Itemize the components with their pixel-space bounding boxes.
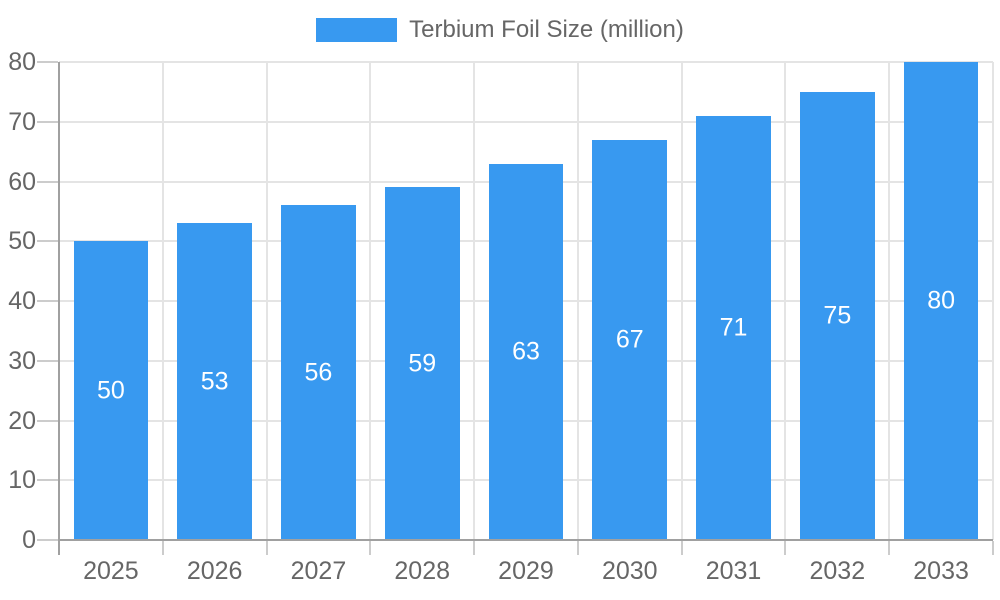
y-axis-label-80: 80 <box>8 48 36 76</box>
y-axis-tick-60 <box>37 180 58 183</box>
legend-label: Terbium Foil Size (million) <box>409 16 684 43</box>
x-axis-label-2027: 2027 <box>290 557 347 585</box>
x-axis-label-2028: 2028 <box>394 557 451 585</box>
y-axis-tick-20 <box>37 419 58 422</box>
x-axis-label-2032: 2032 <box>809 557 866 585</box>
x-axis-label-2026: 2026 <box>186 557 243 585</box>
bar-value-label-2032: 75 <box>823 301 852 330</box>
x-axis-tick-6 <box>680 541 683 555</box>
x-axis-line <box>59 539 993 541</box>
y-axis-label-0: 0 <box>22 526 36 554</box>
x-axis-label-2030: 2030 <box>601 557 658 585</box>
x-axis-tick-5 <box>576 541 579 555</box>
bar-value-label-2029: 63 <box>512 337 540 366</box>
bar-2033[interactable]: 80 <box>903 62 979 540</box>
y-axis-tick-10 <box>37 479 58 482</box>
bar-value-label-2026: 53 <box>200 367 229 396</box>
gridline-x-boundary-3 <box>369 62 372 540</box>
legend-item[interactable]: Terbium Foil Size (million) <box>0 17 1000 43</box>
y-axis-tick-70 <box>37 120 58 123</box>
y-axis-label-50: 50 <box>8 227 36 256</box>
gridline-x-boundary-7 <box>784 62 787 540</box>
x-axis-label-2025: 2025 <box>83 557 139 585</box>
y-axis-label-70: 70 <box>8 107 36 136</box>
x-axis-tick-1 <box>161 541 164 555</box>
x-axis-label-2029: 2029 <box>498 557 554 585</box>
y-axis-tick-0 <box>37 539 58 541</box>
gridline-x-boundary-8 <box>888 62 891 540</box>
x-axis-tick-3 <box>369 541 372 555</box>
y-axis-label-40: 40 <box>8 287 36 315</box>
bar-2031[interactable]: 71 <box>696 115 771 540</box>
gridline-y-70 <box>59 120 993 123</box>
x-axis-tick-7 <box>784 541 787 555</box>
bar-value-label-2025: 50 <box>96 376 125 405</box>
y-axis-tick-80 <box>37 61 58 63</box>
bar-2030[interactable]: 67 <box>592 139 668 540</box>
gridline-x-boundary-1 <box>161 62 164 540</box>
y-axis-label-10: 10 <box>8 466 36 495</box>
bar-value-label-2030: 67 <box>615 325 644 354</box>
gridline-x-boundary-5 <box>576 62 579 540</box>
y-axis-label-30: 30 <box>8 346 36 375</box>
y-axis-line <box>58 62 60 555</box>
x-axis-label-2033: 2033 <box>913 557 969 585</box>
y-axis-tick-50 <box>37 240 58 243</box>
bar-2032[interactable]: 75 <box>799 91 875 540</box>
y-axis-tick-30 <box>37 359 58 362</box>
legend-swatch <box>316 18 398 42</box>
gridline-x-boundary-6 <box>680 62 683 540</box>
x-axis-label-2031: 2031 <box>705 557 762 585</box>
gridline-x-boundary-4 <box>473 62 476 540</box>
bar-value-label-2031: 71 <box>719 313 748 342</box>
bar-value-label-2033: 80 <box>927 286 956 315</box>
bar-2027[interactable]: 56 <box>281 205 356 540</box>
bar-2026[interactable]: 53 <box>177 223 253 540</box>
gridline-x-boundary-9 <box>992 62 994 540</box>
bar-value-label-2027: 56 <box>304 358 333 387</box>
bar-value-label-2028: 59 <box>408 349 437 378</box>
gridline-x-boundary-2 <box>265 62 268 540</box>
y-axis-label-60: 60 <box>8 167 36 196</box>
x-axis-tick-8 <box>888 541 891 555</box>
x-axis-tick-2 <box>265 541 268 555</box>
x-axis-tick-4 <box>473 541 476 555</box>
y-axis-label-20: 20 <box>8 406 36 435</box>
gridline-y-80 <box>59 61 993 63</box>
plot-area: 50 53 56 59 63 67 71 75 80 <box>59 61 994 540</box>
y-axis-tick-40 <box>37 300 58 302</box>
bar-2028[interactable]: 59 <box>384 187 460 540</box>
bar-2029[interactable]: 63 <box>488 163 564 540</box>
bar-2025[interactable]: 50 <box>73 241 149 540</box>
x-axis-tick-9 <box>992 541 994 555</box>
